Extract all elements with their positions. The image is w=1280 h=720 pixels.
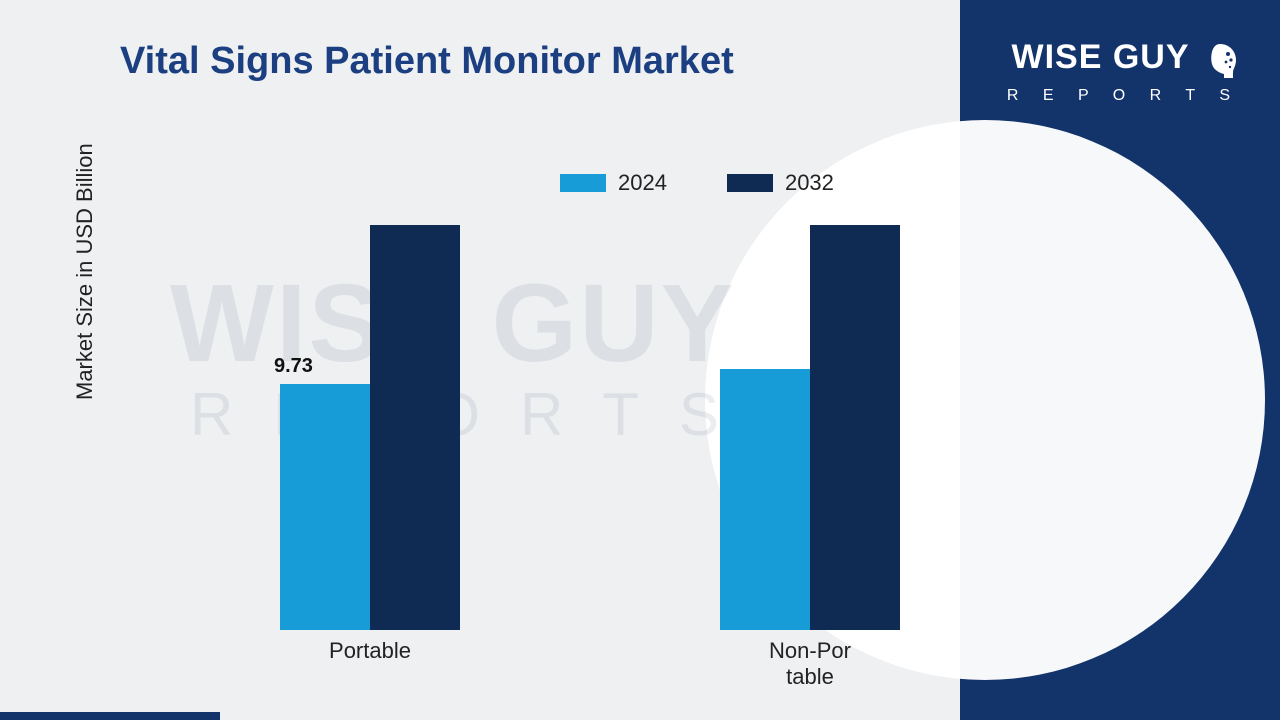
plot-area: PortableNon-Portable9.73: [120, 225, 950, 630]
legend-item-2024: 2024: [560, 170, 667, 196]
bar-2024-1: [720, 369, 810, 630]
chart-canvas: WISE GUY REPORTS Vital Signs Patient Mon…: [0, 0, 1280, 720]
bar-2032-1: [810, 225, 900, 630]
bar-2024-0: [280, 384, 370, 630]
legend: 2024 2032: [560, 170, 834, 196]
chart-title: Vital Signs Patient Monitor Market: [120, 40, 734, 83]
legend-swatch-2024: [560, 174, 606, 192]
category-label: Non-Portable: [720, 630, 900, 691]
y-axis-label: Market Size in USD Billion: [72, 143, 98, 400]
category-label: Portable: [280, 630, 460, 664]
legend-label-2032: 2032: [785, 170, 834, 196]
brand-head-icon: [1200, 42, 1240, 86]
bar-2032-0: [370, 225, 460, 630]
bottom-accent-strip: [0, 712, 220, 720]
brand-logo: WISE GUY R E P O R T S: [1007, 40, 1240, 104]
legend-swatch-2032: [727, 174, 773, 192]
brand-line2: R E P O R T S: [1007, 88, 1240, 104]
legend-label-2024: 2024: [618, 170, 667, 196]
legend-item-2032: 2032: [727, 170, 834, 196]
bar-value-label: 9.73: [274, 355, 313, 378]
brand-line1: WISE GUY: [1012, 38, 1190, 76]
